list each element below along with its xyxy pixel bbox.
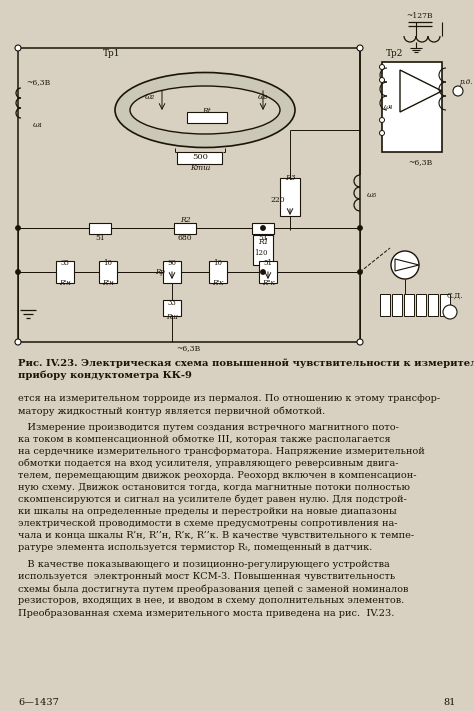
Text: используется  электронный мост КСМ-3. Повышенная чувствительность: используется электронный мост КСМ-3. Пов… — [18, 572, 395, 581]
Text: Преобразованная схема измерительного моста приведена на рис.  IV.23.: Преобразованная схема измерительного мос… — [18, 608, 394, 617]
Text: Тр1: Тр1 — [103, 48, 121, 58]
Text: Ктш: Ктш — [190, 164, 210, 172]
Bar — [259, 261, 277, 283]
Text: ратуре элемента используется термистор Rₜ, помещенный в датчик.: ратуре элемента используется термистор R… — [18, 543, 373, 552]
Text: R2: R2 — [180, 216, 191, 224]
Text: Рис. IV.23. Электрическая схема повышенной чувствительности к измерительному
при: Рис. IV.23. Электрическая схема повышенн… — [18, 358, 474, 380]
Bar — [89, 223, 111, 233]
Text: R3: R3 — [285, 174, 295, 182]
Bar — [56, 261, 74, 283]
Text: ~127В: ~127В — [407, 12, 433, 20]
Text: Тр2: Тр2 — [386, 48, 404, 58]
Text: резисторов, входящих в нее, и вводом в схему дополнительных элементов.: резисторов, входящих в нее, и вводом в с… — [18, 596, 404, 605]
Circle shape — [358, 269, 362, 274]
Bar — [380, 294, 390, 316]
Text: 10: 10 — [103, 259, 112, 267]
Circle shape — [16, 226, 20, 230]
Bar — [404, 294, 414, 316]
Circle shape — [380, 77, 384, 82]
Circle shape — [357, 339, 363, 345]
Circle shape — [261, 269, 265, 274]
Bar — [187, 112, 227, 122]
Text: Измерение производится путем создания встречного магнитного пото-: Измерение производится путем создания вс… — [18, 423, 399, 432]
Text: 680: 680 — [178, 234, 192, 242]
Text: чала и конца шкалы R’н, R’’н, R’к, R’’к. В качестве чувствительного к темпе-: чала и конца шкалы R’н, R’’н, R’к, R’’к.… — [18, 531, 414, 540]
Text: R'н: R'н — [59, 279, 71, 287]
Text: телем, перемещающим движок реохорда. Реохорд включен в компенсацион-: телем, перемещающим движок реохорда. Рео… — [18, 471, 417, 480]
Text: 51: 51 — [264, 259, 273, 267]
Text: ~6,3В: ~6,3В — [26, 78, 50, 86]
Text: 35: 35 — [61, 259, 69, 267]
Bar — [416, 294, 426, 316]
Text: С.Д.: С.Д. — [447, 292, 464, 300]
Text: Rр: Rр — [155, 268, 165, 276]
Text: R'н: R'н — [102, 279, 114, 287]
Text: 10: 10 — [213, 259, 222, 267]
Text: ω₁: ω₁ — [33, 121, 43, 129]
Circle shape — [15, 45, 21, 51]
Text: 81: 81 — [444, 698, 456, 707]
Text: ω₅: ω₅ — [367, 191, 377, 199]
Bar — [163, 261, 181, 283]
Text: 120: 120 — [254, 249, 268, 257]
Bar — [99, 261, 117, 283]
Text: 51: 51 — [95, 234, 105, 242]
Bar — [163, 300, 181, 316]
Text: схемы была достигнута путем преобразования цепей с заменой номиналов: схемы была достигнута путем преобразован… — [18, 584, 409, 594]
Text: ~6,3В: ~6,3В — [176, 344, 200, 352]
Text: R"к: R"к — [262, 279, 274, 287]
Text: на сердечнике измерительного трансформатора. Напряжение измерительной: на сердечнике измерительного трансформат… — [18, 447, 425, 456]
Text: Rt: Rt — [202, 107, 211, 115]
Bar — [392, 294, 402, 316]
Text: 500: 500 — [192, 153, 208, 161]
Bar — [174, 223, 196, 233]
Text: ω₂: ω₂ — [145, 93, 155, 101]
Circle shape — [15, 339, 21, 345]
Polygon shape — [395, 259, 419, 271]
Text: ную схему. Движок остановится тогда, когда магнитные потоки полностью: ную схему. Движок остановится тогда, ког… — [18, 483, 410, 492]
Text: р.д.: р.д. — [460, 78, 474, 86]
Circle shape — [261, 226, 265, 230]
Bar — [177, 152, 222, 164]
Text: 90: 90 — [167, 259, 176, 267]
Text: ω₄: ω₄ — [383, 103, 392, 111]
Text: 220: 220 — [271, 196, 285, 204]
Text: 6—1437: 6—1437 — [18, 698, 59, 707]
Circle shape — [357, 45, 363, 51]
Text: R'к: R'к — [212, 279, 224, 287]
Text: обмотки подается на вход усилителя, управляющего реверсивным двига-: обмотки подается на вход усилителя, упра… — [18, 459, 399, 469]
Text: 33: 33 — [168, 299, 176, 307]
Circle shape — [443, 305, 457, 319]
Text: матору жидкостный контур является первичной обмоткой.: матору жидкостный контур является первич… — [18, 406, 325, 415]
Polygon shape — [400, 70, 442, 112]
Bar — [280, 178, 300, 216]
Text: скомпенсируются и сигнал на усилителе будет равен нулю. Для подстрой-: скомпенсируются и сигнал на усилителе бу… — [18, 495, 407, 505]
Text: ки шкалы на определенные пределы и перестройки на новые диапазоны: ки шкалы на определенные пределы и перес… — [18, 507, 397, 516]
Text: ка током в компенсационной обмотке III, которая также располагается: ка током в компенсационной обмотке III, … — [18, 435, 391, 444]
Text: ется на измерительном торроиде из пермалоя. По отношению к этому трансфор-: ется на измерительном торроиде из пермал… — [18, 394, 440, 403]
Circle shape — [16, 269, 20, 274]
Bar — [440, 294, 450, 316]
Circle shape — [453, 86, 463, 96]
Bar — [209, 261, 227, 283]
Circle shape — [358, 226, 362, 230]
Text: ω₃: ω₃ — [258, 93, 268, 101]
Bar — [252, 223, 274, 233]
Ellipse shape — [115, 73, 295, 147]
Text: ~6,3В: ~6,3В — [408, 158, 432, 166]
Bar — [382, 62, 442, 152]
Circle shape — [380, 65, 384, 70]
Text: R1: R1 — [258, 238, 268, 246]
Circle shape — [380, 117, 384, 122]
Bar — [253, 235, 273, 265]
Circle shape — [391, 251, 419, 279]
Text: В качестве показывающего и позиционно-регулирующего устройства: В качестве показывающего и позиционно-ре… — [18, 560, 390, 569]
Bar — [428, 294, 438, 316]
Text: 51: 51 — [258, 234, 268, 242]
Ellipse shape — [130, 86, 280, 134]
Circle shape — [380, 131, 384, 136]
Text: Rш: Rш — [166, 313, 178, 321]
Text: электрической проводимости в схеме предусмотрены сопротивления на-: электрической проводимости в схеме преду… — [18, 519, 398, 528]
